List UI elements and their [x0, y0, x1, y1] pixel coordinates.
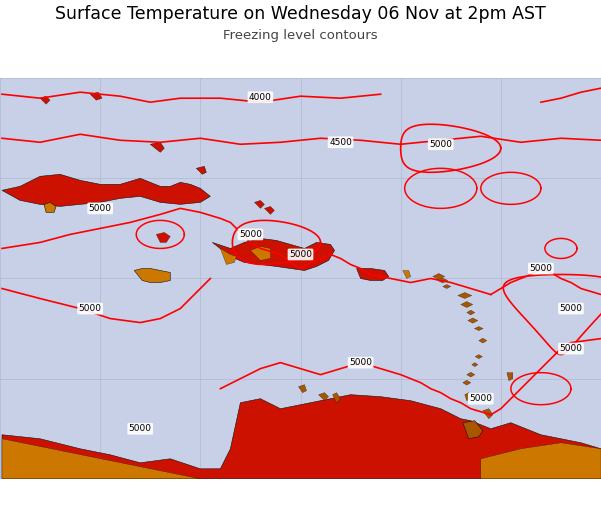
- Polygon shape: [474, 327, 483, 331]
- Text: 5000: 5000: [349, 358, 372, 367]
- Polygon shape: [467, 372, 475, 377]
- Polygon shape: [475, 355, 483, 359]
- Polygon shape: [299, 385, 307, 392]
- Polygon shape: [483, 409, 493, 419]
- Text: 5000: 5000: [239, 230, 262, 239]
- Text: 5000: 5000: [89, 204, 112, 213]
- Polygon shape: [90, 92, 102, 100]
- Text: 4000: 4000: [249, 92, 272, 102]
- Polygon shape: [467, 310, 475, 315]
- Polygon shape: [356, 268, 389, 281]
- Polygon shape: [468, 318, 478, 323]
- Text: 5000: 5000: [529, 264, 552, 273]
- Polygon shape: [463, 421, 483, 439]
- Text: 5000: 5000: [129, 424, 151, 433]
- Polygon shape: [150, 142, 164, 152]
- Polygon shape: [134, 268, 170, 283]
- Polygon shape: [44, 202, 56, 213]
- Polygon shape: [221, 248, 236, 265]
- Polygon shape: [458, 292, 472, 298]
- Polygon shape: [438, 278, 448, 283]
- Polygon shape: [319, 392, 329, 401]
- Polygon shape: [481, 443, 601, 479]
- Polygon shape: [40, 96, 50, 104]
- Polygon shape: [479, 338, 487, 343]
- Text: 5000: 5000: [429, 140, 452, 149]
- Polygon shape: [197, 166, 206, 174]
- Polygon shape: [264, 206, 275, 215]
- Polygon shape: [433, 273, 445, 280]
- Polygon shape: [443, 285, 451, 289]
- Polygon shape: [156, 233, 170, 242]
- Text: 5000: 5000: [79, 304, 102, 313]
- Polygon shape: [465, 392, 471, 401]
- Polygon shape: [2, 439, 200, 479]
- Polygon shape: [332, 392, 341, 403]
- Polygon shape: [2, 174, 210, 206]
- Polygon shape: [463, 380, 471, 385]
- Text: 5000: 5000: [560, 344, 582, 353]
- Polygon shape: [2, 394, 601, 479]
- Text: 4500: 4500: [329, 138, 352, 147]
- Text: Surface Temperature on Wednesday 06 Nov at 2pm AST: Surface Temperature on Wednesday 06 Nov …: [55, 5, 546, 23]
- Polygon shape: [461, 301, 473, 308]
- Text: 5000: 5000: [469, 394, 492, 403]
- Polygon shape: [403, 270, 410, 278]
- Polygon shape: [254, 200, 264, 208]
- Polygon shape: [251, 246, 270, 261]
- Text: 5000: 5000: [289, 250, 312, 259]
- Polygon shape: [472, 363, 478, 366]
- Text: 5000: 5000: [560, 304, 582, 313]
- Polygon shape: [507, 373, 513, 381]
- Polygon shape: [212, 239, 335, 270]
- Text: Freezing level contours: Freezing level contours: [223, 29, 378, 42]
